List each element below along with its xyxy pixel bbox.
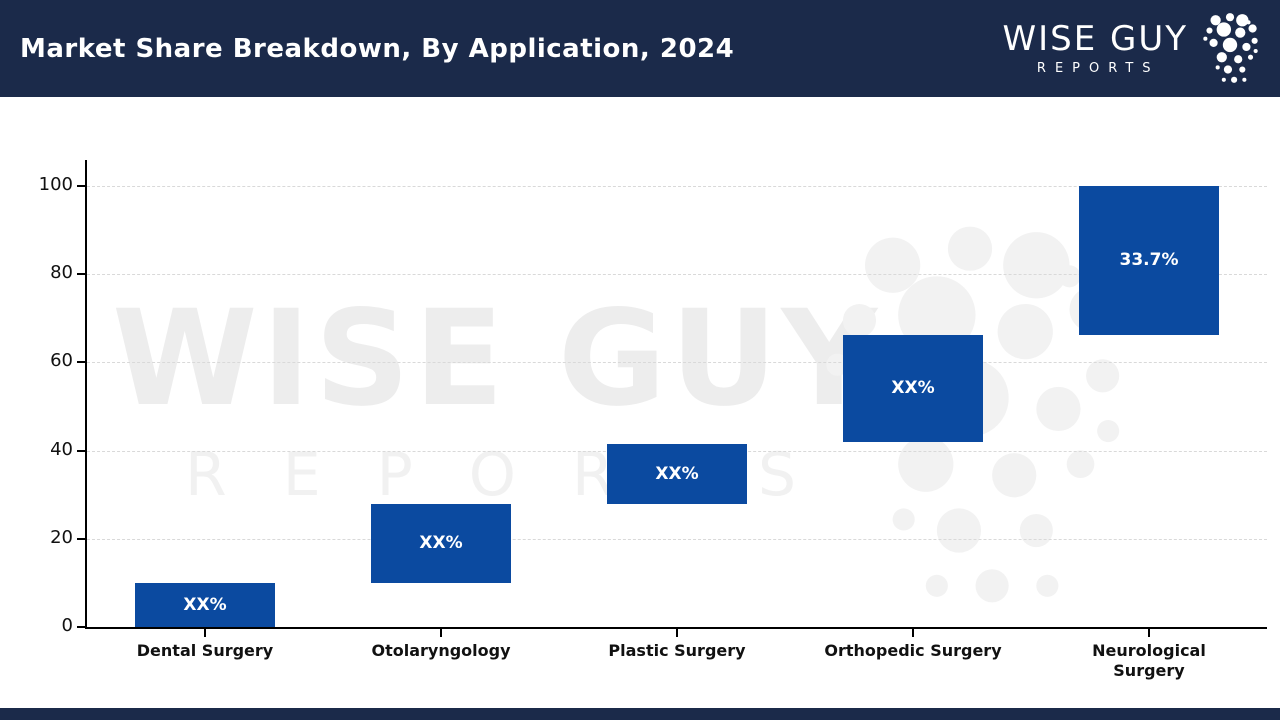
watermark-brand-text: WISE GUY xyxy=(112,282,882,436)
x-tick-label: Dental Surgery xyxy=(136,641,274,660)
x-tick-mark xyxy=(1148,629,1150,637)
bar-value-label: XX% xyxy=(419,533,463,554)
x-tick-mark xyxy=(912,629,914,637)
brand-subname: REPORTS xyxy=(1036,60,1160,76)
gridline xyxy=(87,274,1267,276)
y-tick-label: 0 xyxy=(61,615,73,636)
y-tick-label: 100 xyxy=(38,174,73,195)
y-tick-label: 80 xyxy=(50,262,73,284)
x-tick-mark xyxy=(204,629,206,637)
x-tick-mark xyxy=(440,629,442,637)
bar-value-label: XX% xyxy=(655,463,699,484)
y-tick-mark xyxy=(77,361,85,364)
x-tick-label: Neurological Surgery xyxy=(1092,641,1206,680)
bar-segment: XX% xyxy=(135,582,275,627)
y-tick-mark xyxy=(77,626,85,628)
page-title: Market Share Breakdown, By Application, … xyxy=(20,33,735,64)
bar-value-label: XX% xyxy=(183,594,227,615)
logo-head-dots-icon xyxy=(1203,12,1258,83)
bar-value-label: XX% xyxy=(891,378,935,399)
y-tick-mark xyxy=(77,449,85,452)
y-tick-label: 40 xyxy=(50,438,73,460)
y-tick-mark xyxy=(77,537,85,540)
y-tick-mark xyxy=(77,273,85,276)
bar-segment: XX% xyxy=(371,503,511,583)
y-tick-label: 20 xyxy=(50,526,73,548)
footer-bar xyxy=(0,708,1280,720)
bar-segment: XX% xyxy=(607,444,747,504)
y-tick-mark xyxy=(77,185,85,187)
x-tick-label: Plastic Surgery xyxy=(608,641,746,660)
y-tick-label: 60 xyxy=(50,350,73,372)
brand-name: WISE GUY xyxy=(1002,19,1188,60)
brand-logo-text: WISE GUY REPORTS xyxy=(1002,19,1188,76)
bar-segment: XX% xyxy=(843,334,983,442)
bar-value-label: 33.7% xyxy=(1119,250,1179,271)
x-tick-label: Otolaryngology xyxy=(371,641,511,660)
gridline xyxy=(87,186,1267,187)
brand-logo: WISE GUY REPORTS xyxy=(1002,10,1262,88)
gridline xyxy=(87,362,1267,364)
chart-plot-area: 0 20 40 60 80 100 XX% Dental Surgery XX% Otolaryn… xyxy=(39,160,1267,680)
bar-segment: 33.7% xyxy=(1079,186,1219,335)
x-tick-label: Orthopedic Surgery xyxy=(824,641,1002,660)
x-tick-mark xyxy=(676,629,678,637)
header-bar: Market Share Breakdown, By Application, … xyxy=(0,0,1280,97)
gridline xyxy=(87,538,1267,540)
